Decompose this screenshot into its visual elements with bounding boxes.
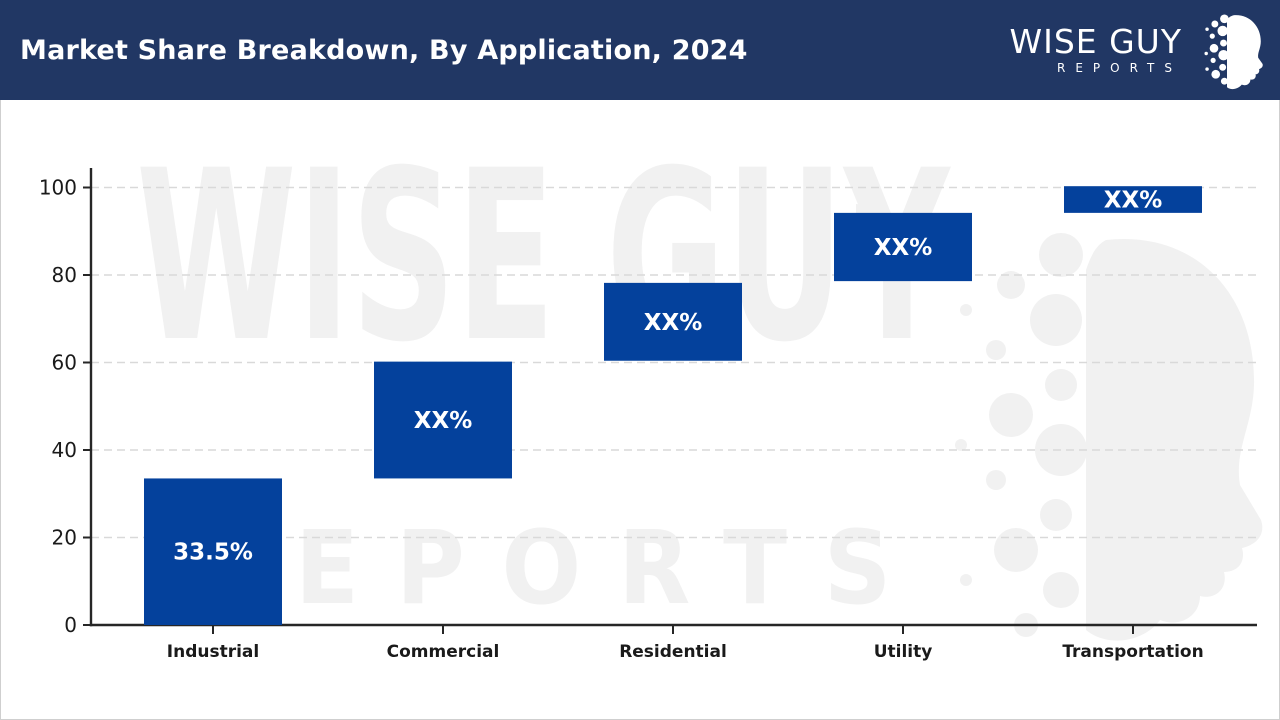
- wise-guy-logo: WISE GUY REPORTS: [1009, 8, 1266, 92]
- y-tick-label: 60: [52, 351, 77, 375]
- bar-value-label: 33.5%: [173, 540, 253, 566]
- logo-name: WISE GUY: [1009, 21, 1182, 61]
- bar-value-label: XX%: [644, 310, 703, 336]
- x-category-label: Commercial: [387, 642, 500, 662]
- bar-value-label: XX%: [1104, 188, 1163, 214]
- y-tick-label: 100: [39, 176, 77, 200]
- bar-segment: [1064, 186, 1202, 213]
- bar-segment: [144, 478, 282, 625]
- bar-segment: [834, 212, 972, 282]
- waterfall-chart: 0 20 40 60 80 100 33.5% Industrial XX% Commercial…: [39, 168, 1257, 662]
- page-title: Market Share Breakdown, By Application, …: [20, 34, 748, 66]
- y-tick-label: 80: [52, 263, 77, 287]
- bar-segment: [604, 282, 742, 361]
- logo-text: WISE GUY REPORTS: [1009, 21, 1182, 76]
- y-tick-label: 20: [52, 526, 77, 550]
- x-category-label: Utility: [874, 642, 933, 662]
- watermark-name: WISE GUY: [136, 121, 950, 394]
- x-category-label: Industrial: [167, 642, 259, 662]
- x-category-label: Residential: [619, 642, 727, 662]
- bar-segment: [374, 361, 512, 479]
- watermark-tagline: REPORTS: [186, 509, 929, 628]
- watermark-head-icon: [856, 204, 1263, 641]
- y-tick-label: 0: [64, 613, 77, 637]
- header-bar: Market Share Breakdown, By Application, …: [0, 0, 1280, 100]
- logo-head-icon: [1204, 14, 1263, 90]
- bar-value-label: XX%: [414, 408, 473, 434]
- logo-tagline: REPORTS: [1056, 61, 1182, 76]
- x-category-label: Transportation: [1062, 642, 1203, 662]
- y-tick-label: 40: [52, 438, 77, 462]
- bar-value-label: XX%: [874, 235, 933, 261]
- chart-area: WISE GUY REPORTS 0 20 40 60 80 100 33.5% Indust…: [0, 100, 1280, 720]
